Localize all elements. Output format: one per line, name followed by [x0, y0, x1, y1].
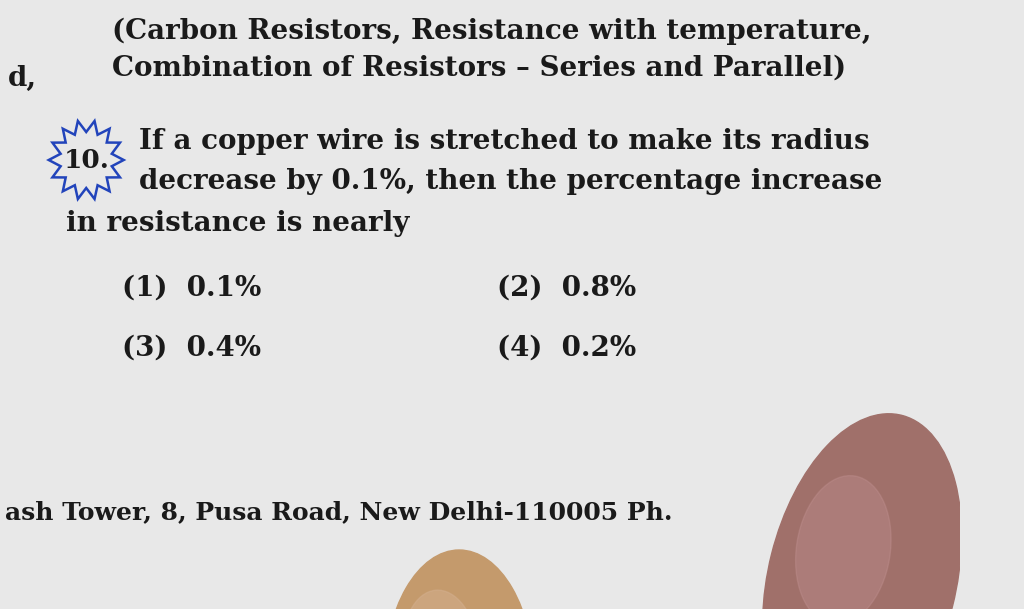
Text: Combination of Resistors – Series and Parallel): Combination of Resistors – Series and Pa…	[113, 55, 847, 82]
Text: (Carbon Resistors, Resistance with temperature,: (Carbon Resistors, Resistance with tempe…	[113, 18, 872, 45]
Ellipse shape	[796, 476, 891, 609]
Text: in resistance is nearly: in resistance is nearly	[66, 210, 409, 237]
Text: ash Tower, 8, Pusa Road, New Delhi-110005 Ph.: ash Tower, 8, Pusa Road, New Delhi-11000…	[5, 500, 672, 524]
Text: If a copper wire is stretched to make its radius: If a copper wire is stretched to make it…	[138, 128, 869, 155]
Text: (1)  0.1%: (1) 0.1%	[122, 275, 261, 302]
Text: (2)  0.8%: (2) 0.8%	[497, 275, 636, 302]
Ellipse shape	[763, 414, 962, 609]
Text: (4)  0.2%: (4) 0.2%	[497, 335, 636, 362]
Ellipse shape	[384, 550, 535, 609]
Ellipse shape	[402, 590, 478, 609]
Text: d,: d,	[7, 65, 37, 92]
Text: (3)  0.4%: (3) 0.4%	[122, 335, 261, 362]
Text: 10.: 10.	[63, 147, 110, 172]
Text: decrease by 0.1%, then the percentage increase: decrease by 0.1%, then the percentage in…	[138, 168, 882, 195]
